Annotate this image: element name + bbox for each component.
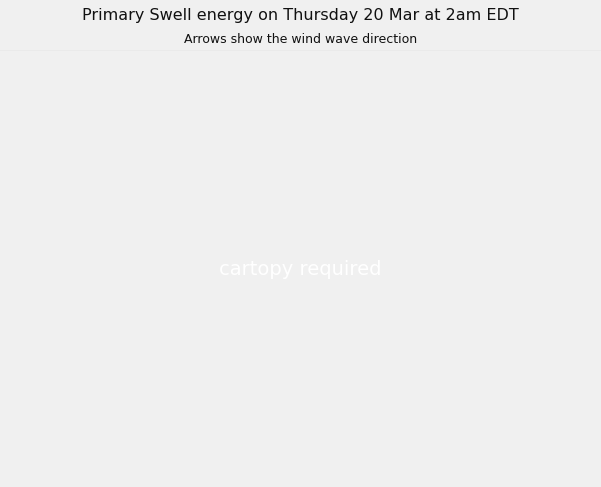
Text: Primary Swell energy on Thursday 20 Mar at 2am EDT: Primary Swell energy on Thursday 20 Mar …	[82, 8, 519, 23]
Text: cartopy required: cartopy required	[219, 260, 382, 279]
Text: Arrows show the wind wave direction: Arrows show the wind wave direction	[184, 34, 417, 46]
